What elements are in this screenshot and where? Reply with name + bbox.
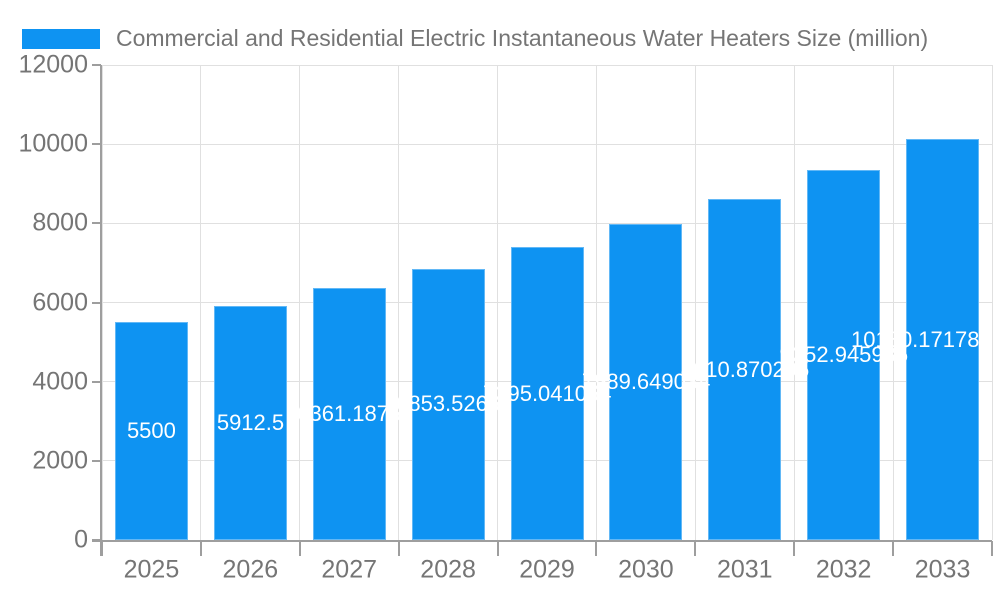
x-axis-tick	[694, 541, 697, 556]
bar-value-label: 8610.870295	[680, 356, 810, 382]
bar[interactable]	[906, 139, 980, 540]
y-axis-label: 12000	[18, 50, 88, 79]
x-gridline	[991, 65, 993, 540]
bar-value-label: 5912.5	[216, 409, 285, 435]
y-axis-tick	[92, 64, 101, 66]
bar-value-label: 7989.649034	[581, 368, 711, 394]
y-gridline	[102, 143, 992, 145]
bar[interactable]	[411, 268, 485, 540]
x-axis-label: 2027	[321, 555, 378, 584]
y-axis-tick	[92, 222, 101, 225]
x-gridline	[101, 65, 103, 540]
y-axis-tick	[92, 380, 101, 383]
x-axis-label: 2029	[519, 555, 575, 584]
x-axis-label: 2032	[815, 555, 872, 584]
x-axis-tick	[595, 541, 598, 556]
bar-value-label: 10130.171785	[851, 326, 992, 352]
bar[interactable]	[114, 322, 188, 540]
y-axis-tick	[92, 459, 101, 462]
bar-value-label: 7395.041064	[483, 380, 612, 406]
bar[interactable]	[609, 223, 683, 540]
y-gridline	[102, 222, 992, 224]
bar[interactable]	[708, 199, 782, 540]
x-axis-label: 2026	[222, 555, 279, 584]
x-axis-tick	[298, 541, 301, 556]
bar[interactable]	[807, 169, 881, 540]
y-axis-tick	[92, 301, 101, 304]
x-axis-tick	[199, 541, 202, 556]
y-axis-line	[100, 65, 102, 556]
x-gridline	[595, 65, 597, 540]
legend-label: Commercial and Residential Electric Inst…	[116, 25, 929, 51]
x-gridline	[892, 65, 894, 540]
bar[interactable]	[213, 305, 287, 540]
x-gridline	[200, 65, 202, 540]
y-axis-label: 8000	[32, 208, 88, 237]
x-axis-line	[92, 540, 992, 542]
x-gridline	[793, 65, 795, 540]
x-axis-tick	[101, 541, 103, 556]
y-axis-tick	[92, 143, 101, 146]
x-axis-tick	[991, 541, 993, 556]
x-gridline	[299, 65, 301, 540]
bar[interactable]	[312, 288, 386, 540]
y-gridline	[102, 64, 992, 66]
x-axis-tick	[892, 541, 895, 556]
bar[interactable]	[510, 247, 584, 540]
x-axis-label: 2030	[618, 555, 674, 584]
x-gridline	[694, 65, 696, 540]
x-axis-label: 2025	[123, 555, 180, 584]
bar-value-label: 5500	[126, 418, 176, 444]
x-axis-label: 2031	[716, 555, 773, 584]
x-axis-label: 2028	[420, 555, 476, 584]
x-axis-label: 2033	[914, 555, 971, 584]
bar-value-label: 6853.5266	[396, 391, 501, 417]
y-axis-label: 10000	[18, 129, 88, 158]
y-axis-label: 2000	[32, 446, 88, 475]
x-gridline	[497, 65, 499, 540]
x-axis-tick	[397, 541, 400, 556]
legend[interactable]: Commercial and Residential Electric Inst…	[22, 25, 928, 52]
x-gridline	[398, 65, 400, 540]
y-axis-label: 6000	[32, 288, 88, 316]
x-axis-tick	[496, 541, 499, 556]
x-axis-tick	[793, 541, 796, 556]
legend-swatch	[22, 28, 100, 49]
y-axis-label: 0	[74, 525, 88, 554]
y-axis-label: 4000	[32, 367, 88, 396]
bar-value-label: 9352.945935	[779, 341, 909, 367]
bar-value-label: 6361.1875	[297, 401, 402, 427]
